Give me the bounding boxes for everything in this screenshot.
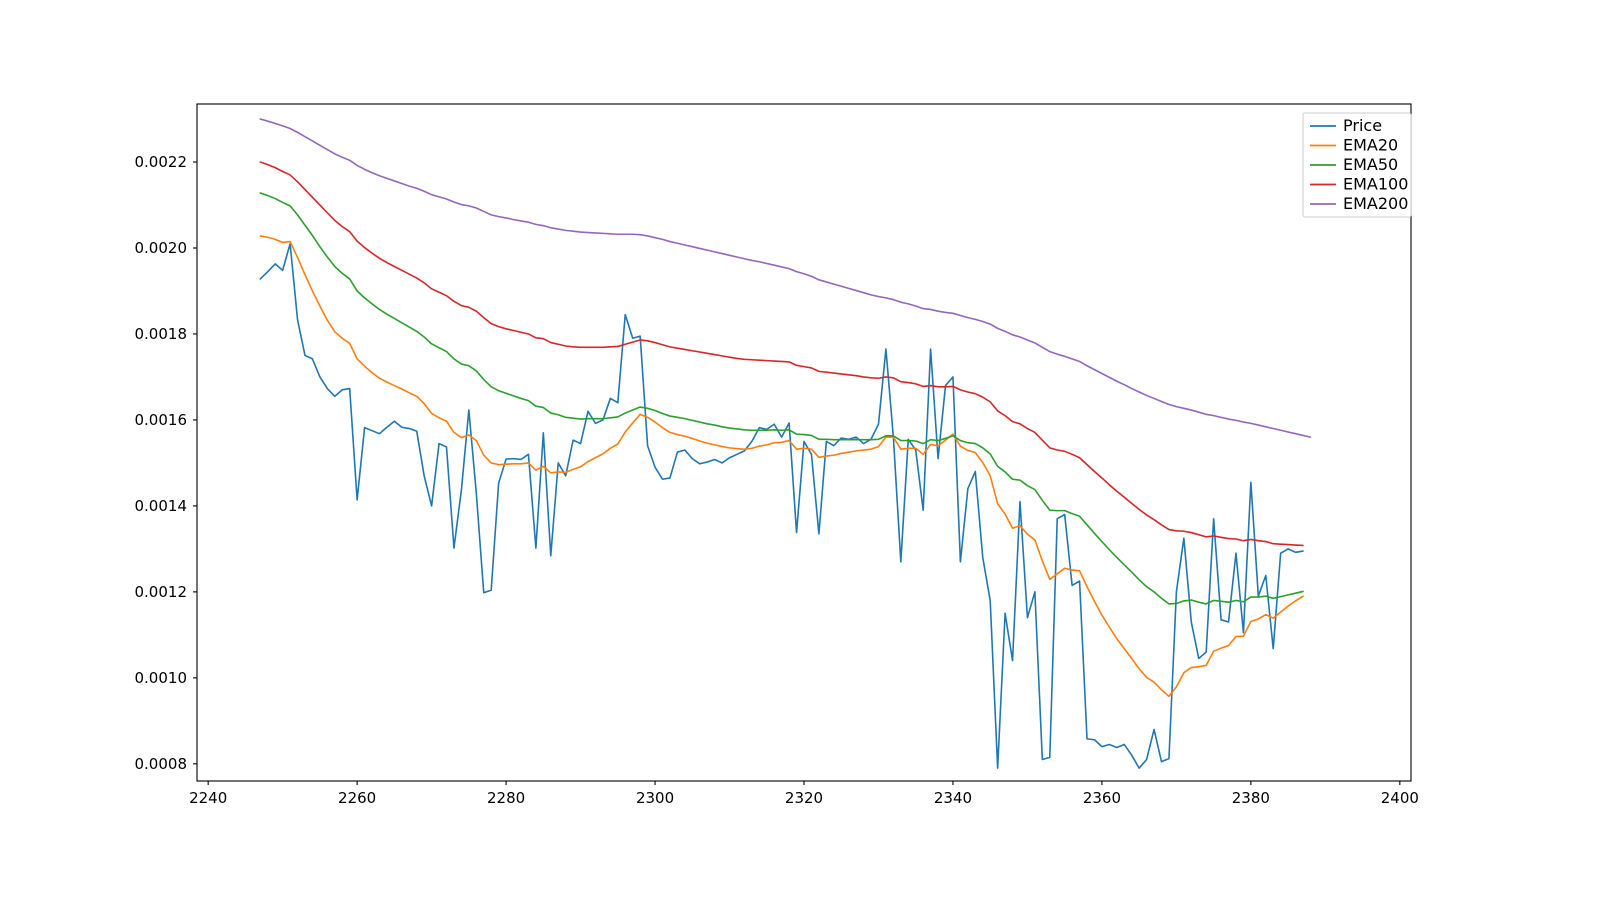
x-tick-label: 2400 (1381, 789, 1419, 807)
series-line-ema50 (259, 192, 1304, 605)
x-tick-label: 2360 (1083, 789, 1121, 807)
x-axis-ticks: 2240 2260 2280 2300 2320 2340 2360 2380 2400 (189, 781, 1419, 807)
legend-label-price: Price (1343, 116, 1382, 135)
y-tick-label: 0.0020 (135, 239, 188, 257)
legend-label-ema50: EMA50 (1343, 155, 1398, 174)
series-line-ema20 (259, 235, 1304, 698)
x-tick-label: 2280 (487, 789, 525, 807)
legend-label-ema20: EMA20 (1343, 136, 1398, 155)
series-line-price (259, 242, 1304, 769)
series-lines (259, 118, 1312, 769)
y-tick-label: 0.0008 (135, 755, 188, 773)
legend-label-ema100: EMA100 (1343, 175, 1408, 194)
x-tick-label: 2300 (636, 789, 674, 807)
x-tick-label: 2380 (1232, 789, 1270, 807)
y-tick-label: 0.0012 (135, 583, 188, 601)
series-line-ema200 (259, 118, 1312, 438)
y-tick-label: 0.0014 (135, 497, 188, 515)
y-tick-label: 0.0010 (135, 669, 188, 687)
x-tick-label: 2320 (785, 789, 823, 807)
x-tick-label: 2240 (189, 789, 227, 807)
legend-box (1302, 112, 1412, 218)
y-tick-label: 0.0022 (135, 153, 188, 171)
y-tick-label: 0.0016 (135, 411, 188, 429)
x-tick-label: 2260 (338, 789, 376, 807)
y-tick-label: 0.0018 (135, 325, 188, 343)
y-axis-ticks: 0.0008 0.0010 0.0012 0.0014 0.0016 0.0018 0.00… (135, 153, 197, 773)
x-tick-label: 2340 (934, 789, 972, 807)
series-line-ema100 (259, 161, 1304, 547)
legend-label-ema200: EMA200 (1343, 194, 1408, 213)
